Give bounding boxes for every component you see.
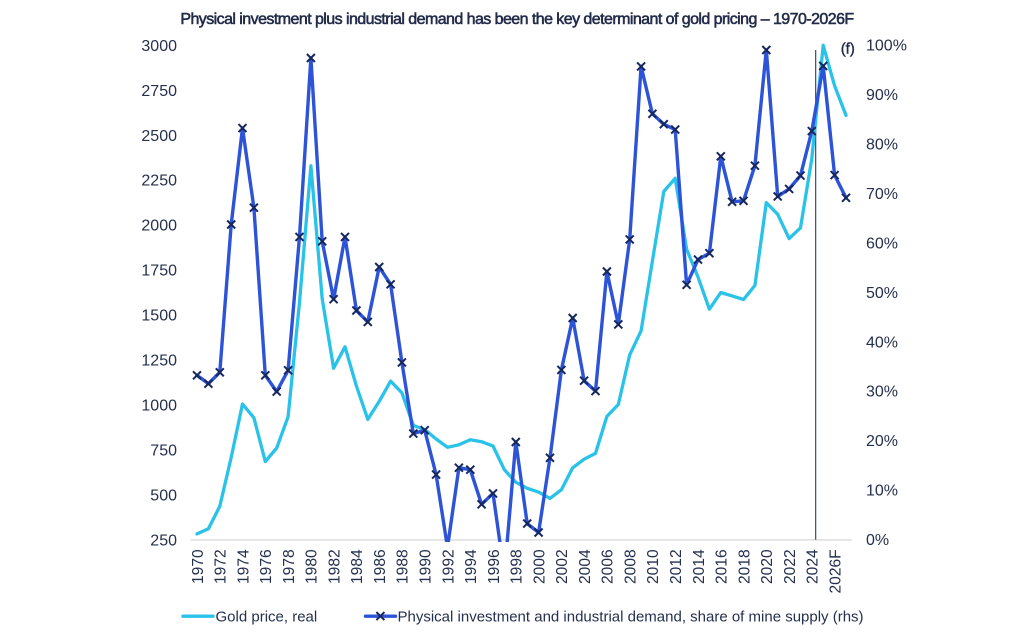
svg-text:2010: 2010 [645,549,662,584]
svg-text:Gold price, real: Gold price, real [216,608,318,625]
svg-text:20%: 20% [866,433,898,450]
svg-text:1974: 1974 [235,549,252,584]
svg-text:2022: 2022 [782,549,799,584]
svg-text:2024: 2024 [805,549,822,584]
svg-text:50%: 50% [866,285,898,302]
svg-text:100%: 100% [866,38,907,55]
svg-text:1250: 1250 [141,353,177,370]
svg-text:2000: 2000 [141,218,177,235]
svg-text:2018: 2018 [736,549,753,584]
svg-text:2750: 2750 [141,83,177,100]
svg-text:2004: 2004 [577,549,594,584]
svg-text:60%: 60% [866,235,898,252]
svg-text:3000: 3000 [141,38,177,55]
svg-text:2008: 2008 [623,549,640,584]
svg-text:2016: 2016 [714,549,731,584]
svg-text:1982: 1982 [326,549,343,584]
svg-text:90%: 90% [866,87,898,104]
svg-text:30%: 30% [866,384,898,401]
svg-text:Physical investment and indust: Physical investment and industrial deman… [398,608,864,625]
svg-text:1990: 1990 [418,549,435,584]
svg-text:1000: 1000 [141,398,177,415]
svg-text:2012: 2012 [668,549,685,584]
svg-text:1980: 1980 [304,549,321,584]
svg-text:2000: 2000 [531,549,548,584]
svg-text:1970: 1970 [190,549,207,584]
svg-text:1750: 1750 [141,263,177,280]
svg-text:40%: 40% [866,334,898,351]
svg-text:2002: 2002 [554,549,571,584]
svg-text:2006: 2006 [600,549,617,584]
svg-text:2020: 2020 [759,549,776,584]
svg-text:80%: 80% [866,137,898,154]
svg-text:500: 500 [150,487,177,504]
svg-text:1976: 1976 [258,549,275,584]
svg-text:250: 250 [150,532,177,549]
svg-text:2026F: 2026F [827,549,844,593]
svg-text:(f): (f) [841,41,855,58]
svg-text:1500: 1500 [141,308,177,325]
svg-text:1992: 1992 [440,549,457,584]
svg-text:1998: 1998 [509,549,526,584]
svg-text:1972: 1972 [213,549,230,584]
svg-text:2014: 2014 [691,549,708,584]
svg-text:1988: 1988 [395,549,412,584]
svg-text:2250: 2250 [141,173,177,190]
svg-text:750: 750 [150,442,177,459]
svg-text:1984: 1984 [349,549,366,584]
svg-text:0%: 0% [866,532,889,549]
svg-text:1978: 1978 [281,549,298,584]
svg-text:10%: 10% [866,483,898,500]
svg-text:Physical investment plus indus: Physical investment plus industrial dema… [180,11,854,28]
svg-text:70%: 70% [866,186,898,203]
svg-text:1986: 1986 [372,549,389,584]
svg-text:2500: 2500 [141,128,177,145]
svg-text:1996: 1996 [486,549,503,584]
svg-text:1994: 1994 [463,549,480,584]
